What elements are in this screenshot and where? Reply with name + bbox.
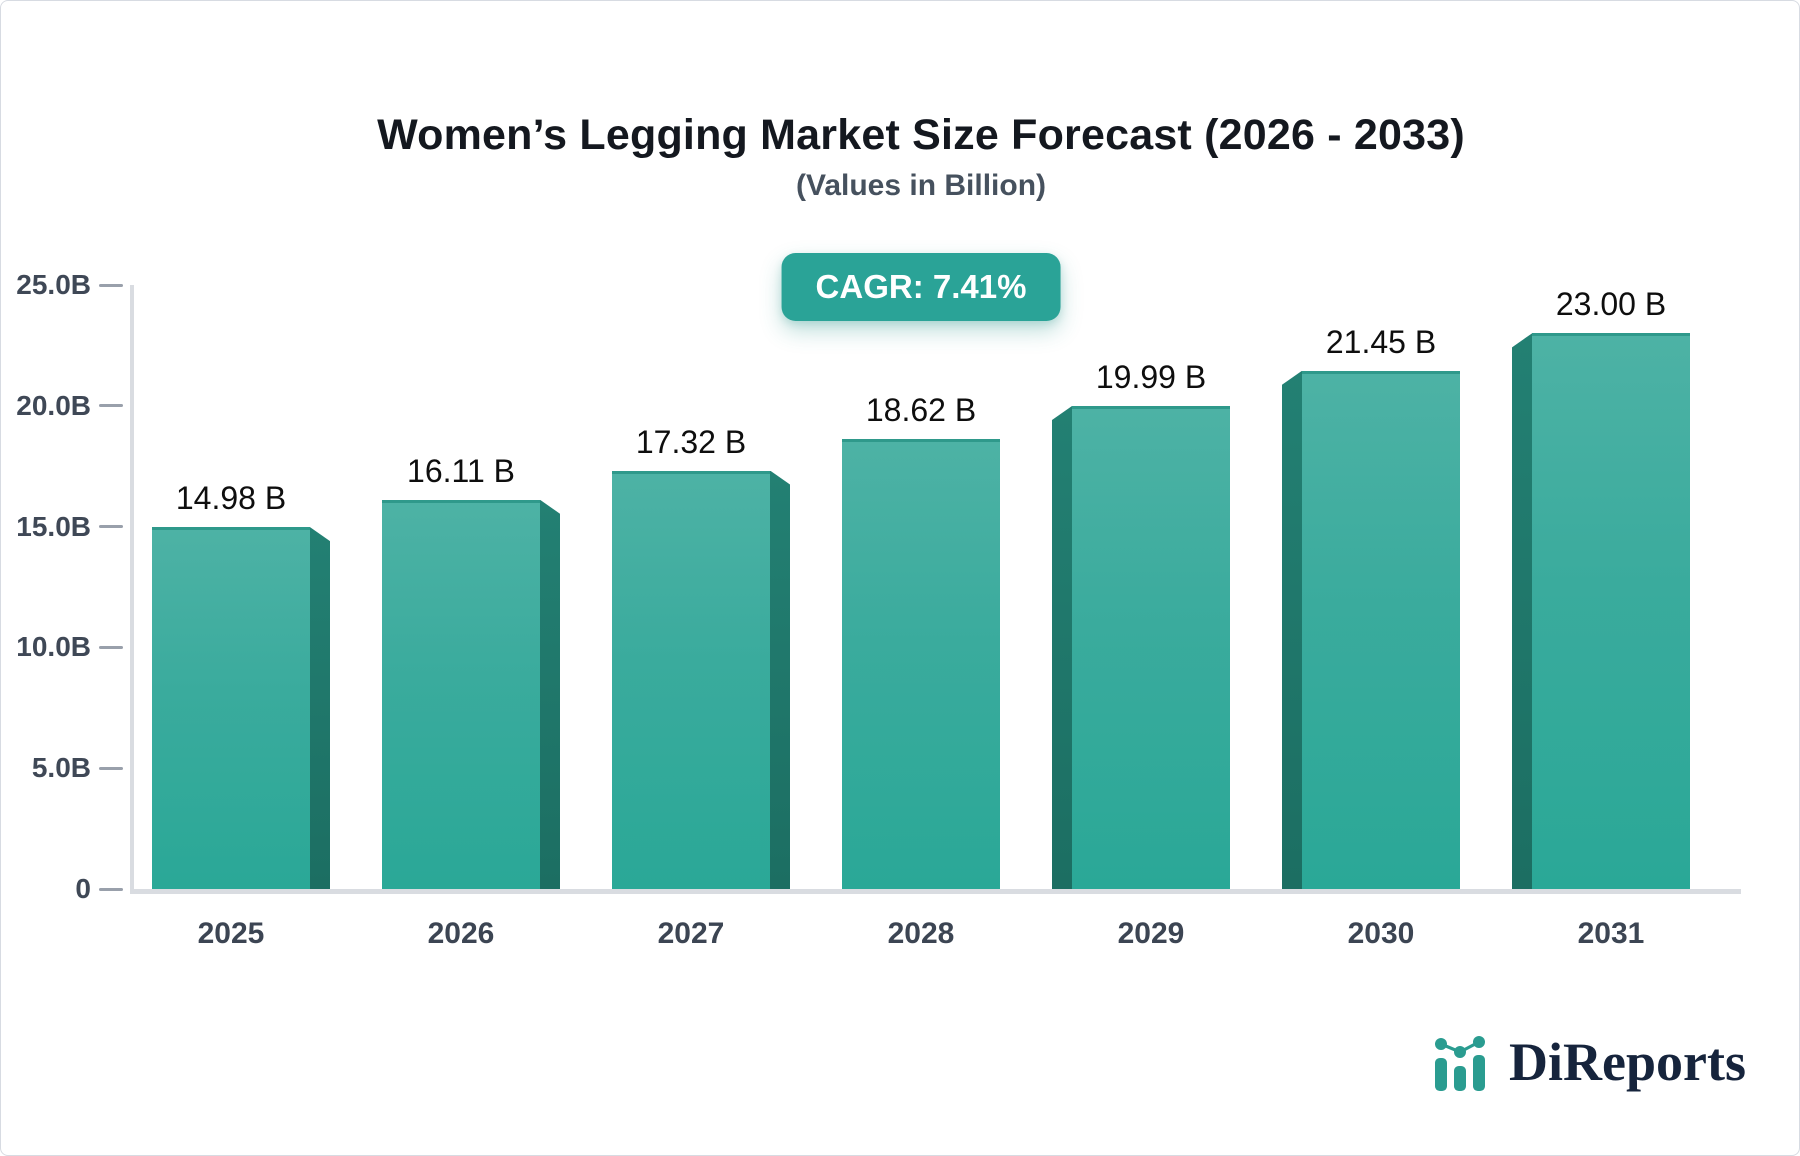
bar-value-label: 17.32 B	[635, 423, 747, 460]
bar	[612, 470, 770, 889]
y-tick-mark	[99, 766, 123, 770]
y-tick-mark	[99, 404, 123, 408]
bar	[842, 439, 1000, 889]
bar-value-label: 19.99 B	[1095, 359, 1207, 396]
bar-line-chart-icon	[1435, 1036, 1485, 1091]
x-axis-category-label: 2025	[197, 917, 265, 950]
bar-value-label: 23.00 B	[1555, 286, 1667, 323]
y-axis-line	[130, 285, 134, 894]
y-tick-label: 5.0B	[31, 752, 91, 784]
y-tick-label: 15.0B	[16, 510, 91, 542]
bar-side-left	[1282, 370, 1302, 889]
x-axis-category-label: 2031	[1577, 917, 1645, 950]
y-tick-mark	[99, 283, 123, 287]
bar-side-left	[1052, 406, 1072, 889]
bar	[152, 527, 310, 889]
bar-side-right	[540, 499, 560, 889]
x-axis-baseline	[130, 889, 1741, 894]
bar-value-label: 18.62 B	[865, 392, 977, 429]
y-tick-label: 0	[75, 873, 91, 904]
chart-subtitle: (Values in Billion)	[795, 169, 1047, 202]
bar-value-label: 16.11 B	[407, 452, 515, 489]
bar-value-label: 14.98 B	[175, 480, 287, 517]
bar-side-right	[770, 470, 790, 889]
logo-text: DiReports	[1509, 1032, 1746, 1092]
y-tick-label: 25.0B	[16, 269, 91, 300]
y-tick-mark	[99, 525, 123, 529]
bar-side-right	[310, 527, 330, 889]
x-axis-category-label: 2030	[1347, 917, 1415, 950]
bar	[382, 499, 540, 889]
y-tick-mark	[99, 645, 123, 649]
bar-value-label: 21.45 B	[1325, 323, 1437, 360]
bar	[1302, 370, 1460, 889]
y-tick-mark	[99, 887, 123, 891]
x-axis-category-label: 2026	[427, 917, 495, 950]
bar	[1532, 333, 1690, 889]
direports-logo: DiReports	[1433, 1033, 1746, 1091]
x-axis-category-label: 2029	[1117, 917, 1185, 950]
y-tick-label: 20.0B	[16, 389, 91, 421]
chart-title: Women’s Legging Market Size Forecast (20…	[377, 111, 1465, 159]
bar-side-left	[1512, 333, 1532, 889]
x-axis-category-label: 2027	[657, 917, 725, 950]
cagr-badge: CAGR: 7.41%	[781, 253, 1061, 321]
bar	[1072, 406, 1230, 889]
x-axis-category-label: 2028	[887, 917, 955, 950]
y-tick-label: 10.0B	[16, 631, 91, 663]
